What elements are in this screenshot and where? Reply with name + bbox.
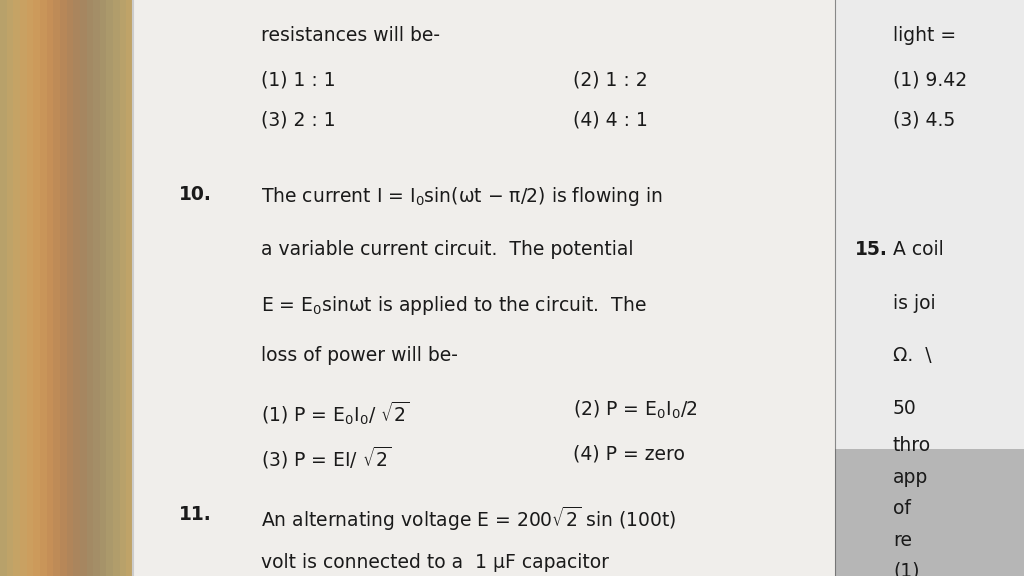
Bar [27, 0, 33, 576]
Text: of: of [893, 499, 910, 518]
Bar [7, 0, 13, 576]
Text: (1): (1) [893, 562, 920, 576]
Bar [133, 0, 835, 576]
Bar [835, 449, 1024, 576]
Bar [59, 0, 67, 576]
Bar [113, 0, 120, 576]
Text: is joi: is joi [893, 294, 936, 313]
Text: The current I = I$_0$sin(ωt − π/2) is flowing in: The current I = I$_0$sin(ωt − π/2) is fl… [261, 185, 664, 209]
Text: a variable current circuit.  The potential: a variable current circuit. The potentia… [261, 240, 634, 259]
Text: (4) 4 : 1: (4) 4 : 1 [573, 111, 648, 130]
Text: app: app [893, 468, 928, 487]
Text: A coil: A coil [893, 240, 944, 259]
Text: 11.: 11. [179, 505, 212, 524]
Text: light =: light = [893, 26, 956, 45]
Text: An alternating voltage E = 200$\sqrt{2}$ sin (100t): An alternating voltage E = 200$\sqrt{2}$… [261, 505, 677, 533]
Text: E = E$_0$sinωt is applied to the circuit.  The: E = E$_0$sinωt is applied to the circuit… [261, 294, 647, 317]
Text: volt is connected to a  1 μF capacitor: volt is connected to a 1 μF capacitor [261, 553, 609, 572]
Bar [120, 0, 127, 576]
Text: (2) 1 : 2: (2) 1 : 2 [573, 70, 648, 89]
Bar [106, 0, 114, 576]
Bar [67, 0, 74, 576]
Text: (1) 9.42: (1) 9.42 [893, 70, 967, 89]
Bar [100, 0, 106, 576]
Text: 10.: 10. [179, 185, 212, 204]
Text: (3) P = EI/ $\sqrt{2}$: (3) P = EI/ $\sqrt{2}$ [261, 445, 392, 471]
Text: (1) 1 : 1: (1) 1 : 1 [261, 70, 336, 89]
Bar [835, 0, 1024, 576]
Bar [86, 0, 93, 576]
Text: 15.: 15. [855, 240, 888, 259]
Text: thro: thro [893, 436, 931, 455]
Bar [20, 0, 27, 576]
Bar [93, 0, 100, 576]
Bar [47, 0, 53, 576]
Text: (4) P = zero: (4) P = zero [573, 445, 685, 464]
Bar [80, 0, 86, 576]
Bar [127, 0, 133, 576]
Bar [13, 0, 20, 576]
Bar [0, 0, 7, 576]
Text: 50: 50 [893, 399, 916, 418]
Bar [74, 0, 80, 576]
Text: (3) 2 : 1: (3) 2 : 1 [261, 111, 336, 130]
Bar [40, 0, 47, 576]
Bar [53, 0, 59, 576]
Text: loss of power will be-: loss of power will be- [261, 346, 458, 365]
Bar [33, 0, 40, 576]
Text: (2) P = E$_0$I$_0$/2: (2) P = E$_0$I$_0$/2 [573, 399, 698, 422]
Text: (1) P = E$_0$I$_0$/ $\sqrt{2}$: (1) P = E$_0$I$_0$/ $\sqrt{2}$ [261, 399, 410, 427]
Text: Ω.  \: Ω. \ [893, 346, 932, 365]
Text: resistances will be-: resistances will be- [261, 26, 440, 45]
Text: re: re [893, 531, 912, 550]
Text: (3) 4.5: (3) 4.5 [893, 111, 955, 130]
